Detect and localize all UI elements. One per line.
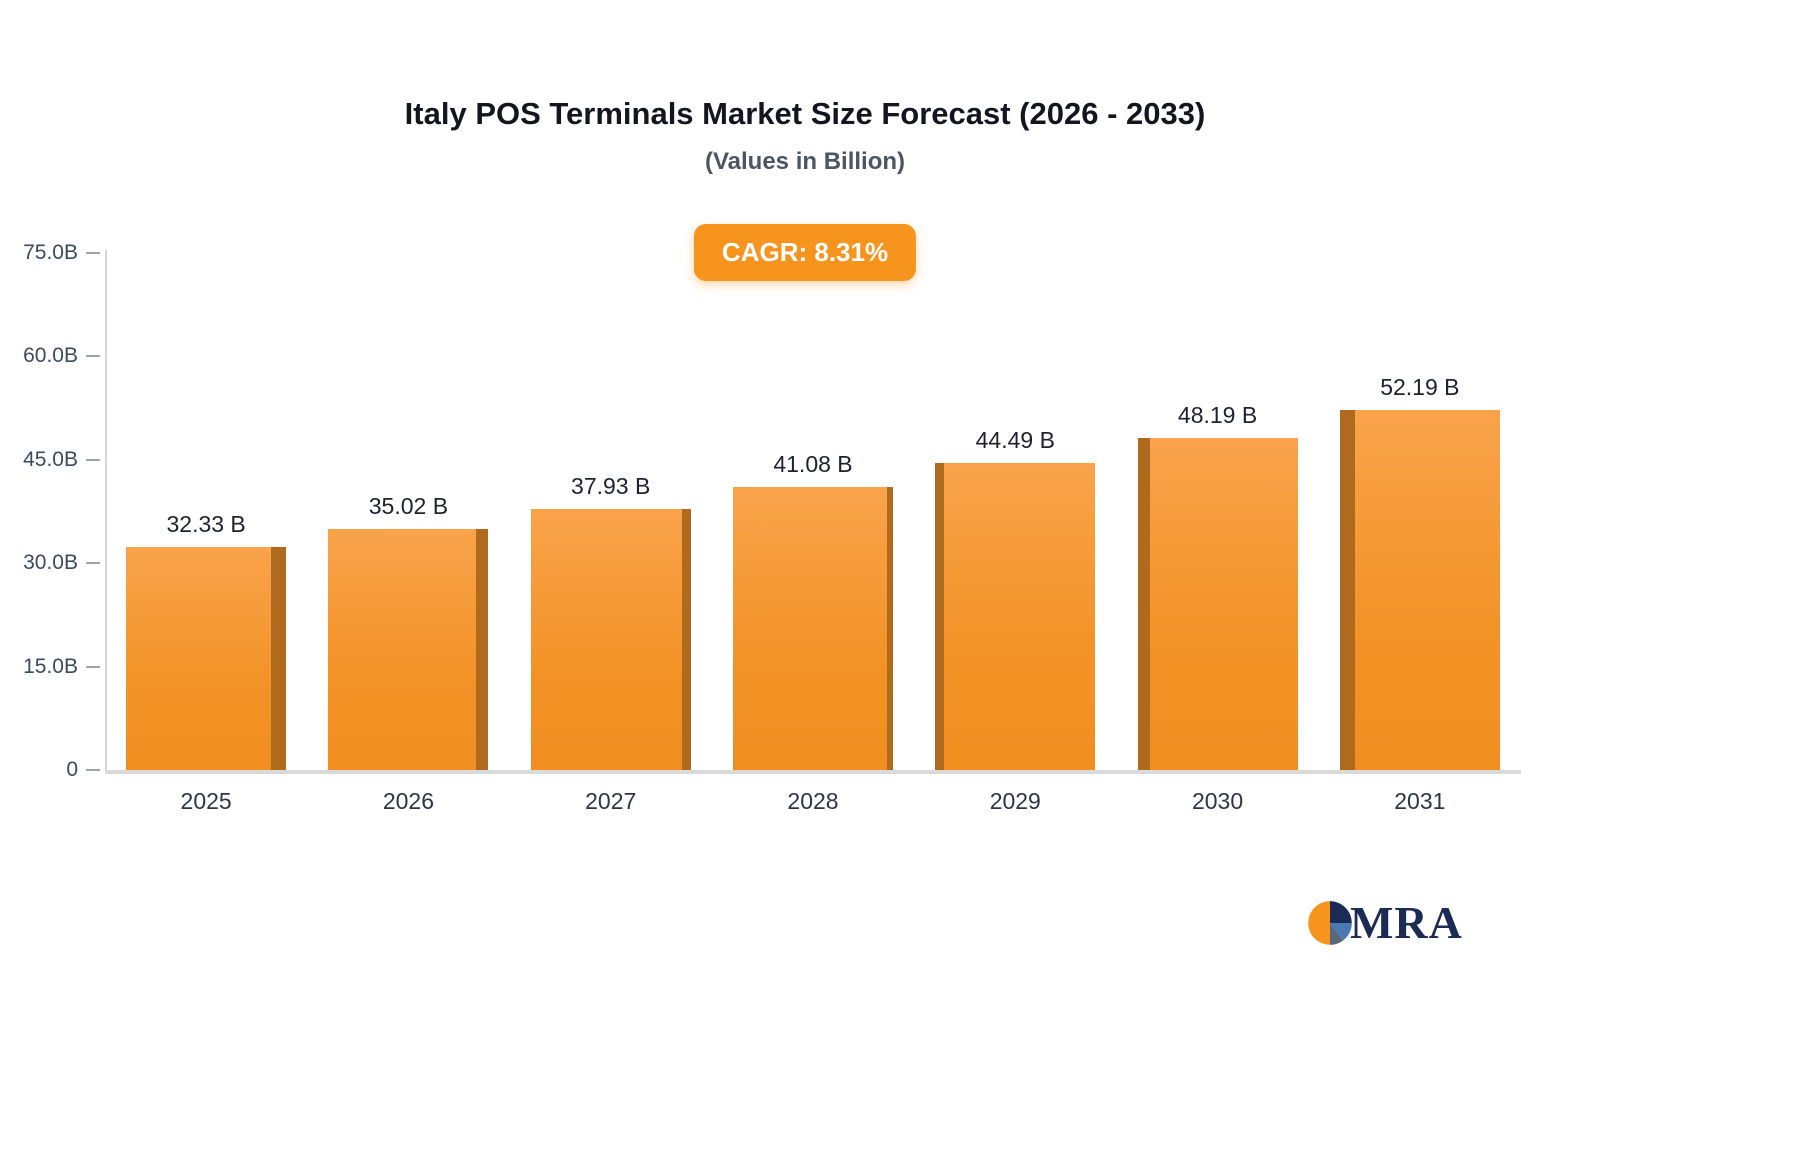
x-axis-category-label: 2030 [1191, 788, 1244, 814]
bar-2029 [935, 463, 1096, 770]
y-axis-tick-mark [86, 769, 100, 771]
x-axis-category-label: 2027 [585, 788, 637, 814]
y-axis-tick-mark [86, 252, 100, 254]
bar-value-label: 41.08 B [773, 450, 853, 477]
y-axis-tick-mark [86, 562, 100, 565]
y-axis-tick-label: 45.0B [23, 447, 78, 471]
cagr-badge: CAGR: 8.31% [693, 224, 917, 281]
y-axis-tick-label: 0 [66, 758, 78, 781]
y-axis-tick-mark [86, 355, 100, 358]
y-axis-tick-label: 15.0B [23, 654, 78, 678]
y-axis-tick-mark [86, 458, 100, 461]
bar-2028 [733, 486, 893, 770]
y-axis-tick-label: 60.0B [23, 344, 78, 368]
y-axis-tick-mark [86, 665, 100, 668]
bar-3d-side [476, 528, 489, 770]
bar-value-label: 44.49 B [975, 427, 1055, 454]
bar-2026 [328, 528, 489, 770]
y-axis-tick-label: 75.0B [23, 241, 78, 264]
y-axis-line [105, 250, 107, 772]
mra-logo: MRA [1306, 896, 1463, 949]
x-axis-category-label: 2029 [989, 788, 1041, 814]
bar-3d-side [271, 547, 287, 770]
mra-logo-text: MRA [1350, 897, 1463, 948]
bar-3d-side [681, 508, 691, 770]
chart-title: Italy POS Terminals Market Size Forecast… [404, 96, 1206, 131]
y-axis-tick-label: 30.0B [23, 551, 78, 575]
bar-value-label: 35.02 B [368, 492, 449, 519]
bar-value-label: 48.19 B [1177, 401, 1258, 428]
bar-2025 [126, 547, 287, 770]
x-axis-category-label: 2025 [180, 788, 232, 814]
x-axis-category-label: 2031 [1394, 788, 1446, 814]
bar-2027 [530, 508, 691, 770]
bar-2031 [1339, 410, 1500, 770]
bar-2030 [1137, 437, 1298, 770]
bar-value-label: 37.93 B [571, 472, 651, 499]
x-axis-category-label: 2026 [382, 788, 434, 814]
bar-value-label: 32.33 B [166, 511, 246, 538]
bar-value-label: 52.19 B [1380, 374, 1460, 401]
bar-3d-side [935, 463, 945, 770]
bar-3d-side [887, 486, 893, 770]
x-axis-category-label: 2028 [787, 788, 839, 814]
chart-subtitle: (Values in Billion) [704, 148, 906, 175]
mra-logo-icon [1308, 900, 1352, 945]
bar-3d-side [1339, 410, 1355, 770]
bar-3d-side [1137, 437, 1150, 770]
x-axis-line [105, 770, 1521, 774]
